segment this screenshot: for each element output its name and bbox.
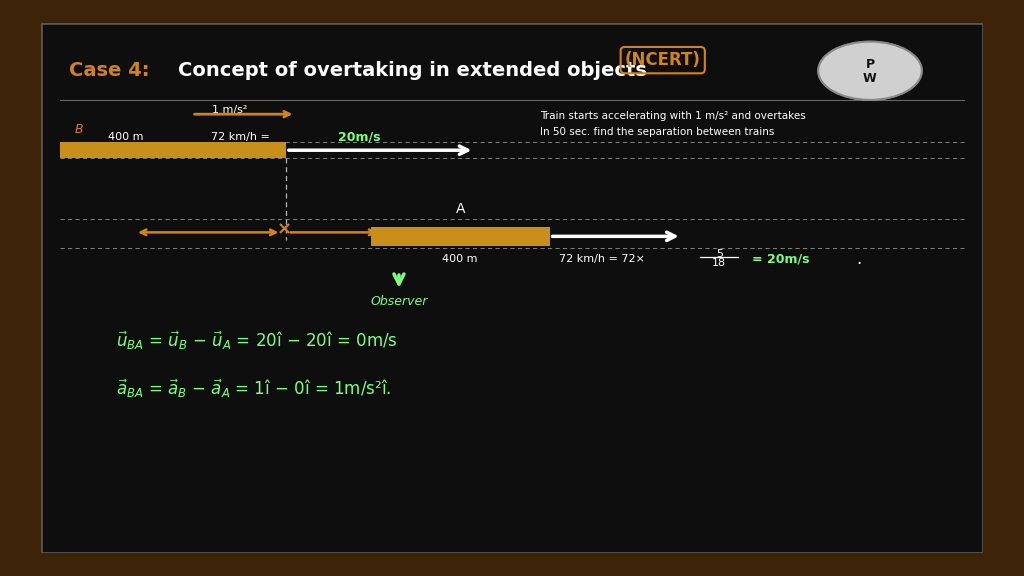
Text: 1 m/s²: 1 m/s² (212, 105, 247, 115)
Text: W: W (863, 72, 877, 85)
Text: B: B (75, 123, 83, 135)
Text: Concept of overtaking in extended objects: Concept of overtaking in extended object… (177, 61, 646, 80)
Bar (371, 227, 550, 245)
Text: 20m/s: 20m/s (338, 131, 380, 143)
Text: (NCERT): (NCERT) (625, 51, 700, 69)
Bar (59, 142, 286, 158)
Text: Case 4:: Case 4: (70, 61, 150, 80)
Text: 72 km/h = 72×: 72 km/h = 72× (559, 254, 645, 264)
Text: P: P (865, 58, 874, 71)
Text: = 20m/s: = 20m/s (753, 252, 810, 266)
Text: Observer: Observer (371, 295, 428, 308)
Text: 18: 18 (713, 257, 726, 268)
Text: 400 m: 400 m (108, 132, 143, 142)
Text: 400 m: 400 m (442, 254, 478, 264)
Text: 72 km/h =: 72 km/h = (211, 132, 273, 142)
Text: .: . (856, 250, 861, 268)
Text: ×: × (276, 221, 292, 238)
Text: In 50 sec. find the separation between trains: In 50 sec. find the separation between t… (541, 127, 774, 137)
Text: $\vec{a}_{BA}$ = $\vec{a}_{B}$ − $\vec{a}_{A}$ = 1î − 0î = 1m/s²î.: $\vec{a}_{BA}$ = $\vec{a}_{B}$ − $\vec{a… (117, 377, 391, 400)
Text: A: A (456, 202, 465, 215)
Text: Train starts accelerating with 1 m/s² and overtakes: Train starts accelerating with 1 m/s² an… (541, 111, 806, 121)
Text: 5: 5 (716, 249, 723, 259)
Text: $\vec{u}_{BA}$ = $\vec{u}_{B}$ − $\vec{u}_{A}$ = 20î − 20î = 0m/s: $\vec{u}_{BA}$ = $\vec{u}_{B}$ − $\vec{u… (117, 329, 398, 353)
Circle shape (818, 41, 922, 100)
FancyBboxPatch shape (41, 23, 983, 553)
